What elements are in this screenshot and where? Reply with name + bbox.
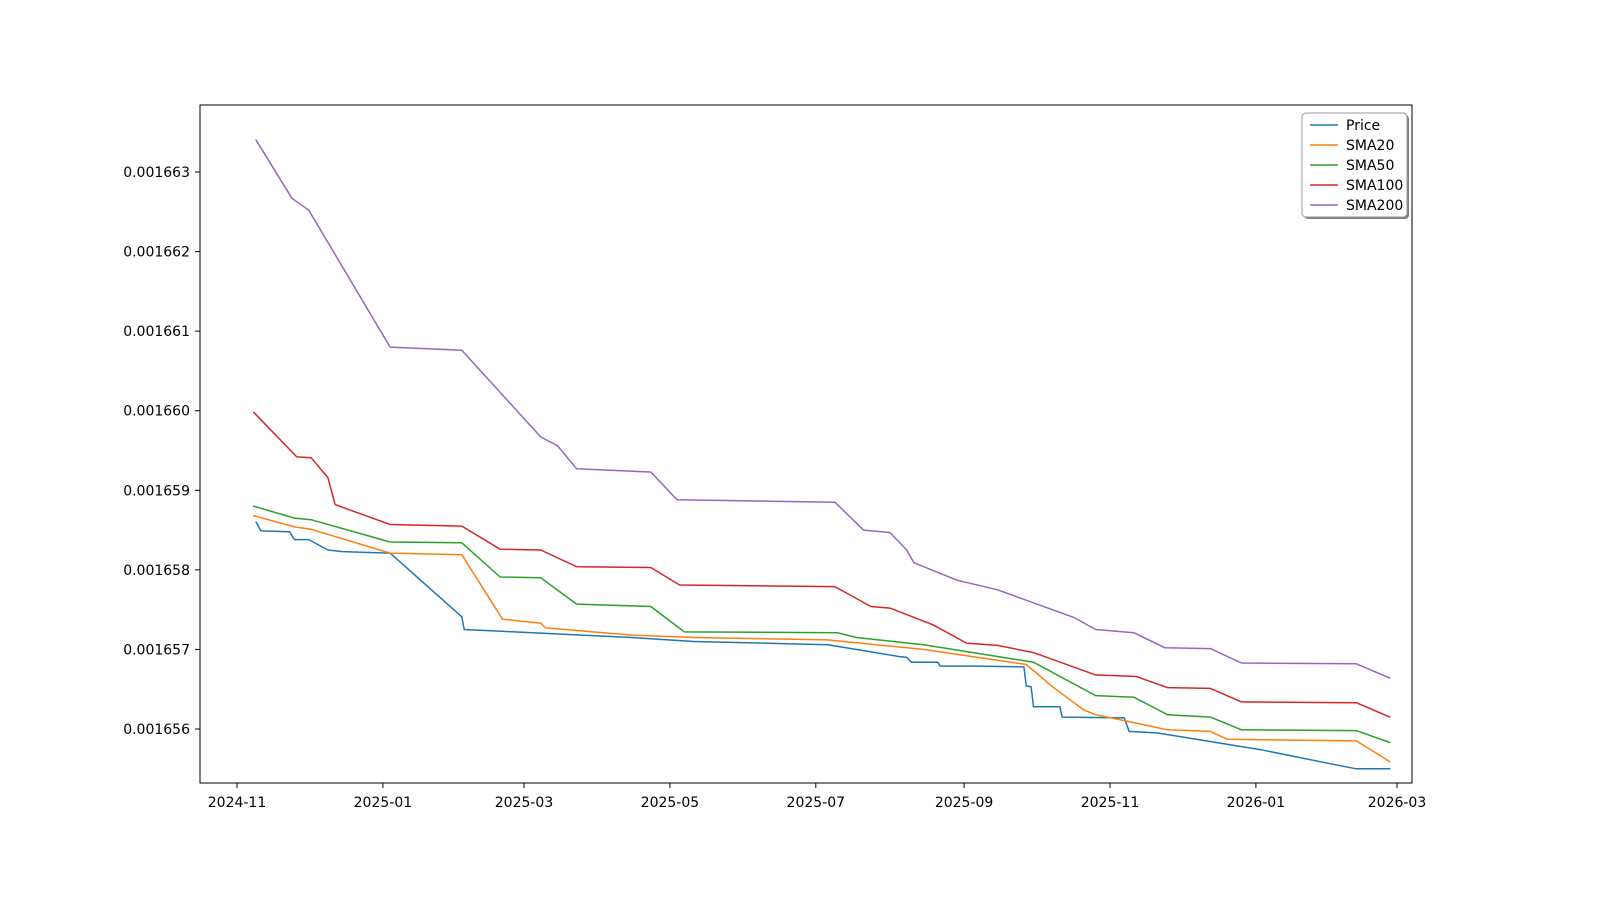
legend-label-price: Price <box>1346 118 1380 134</box>
series-line-sma100 <box>252 411 1391 718</box>
x-tick-label: 2025-07 <box>787 795 846 811</box>
series-line-sma50 <box>252 505 1391 744</box>
legend-label-sma20: SMA20 <box>1346 138 1394 154</box>
y-tick-label: 0.001661 <box>123 324 190 340</box>
series-line-sma200 <box>255 139 1391 679</box>
legend-box <box>1301 112 1408 218</box>
plot-frame <box>199 104 1413 784</box>
y-tick-label: 0.001663 <box>123 165 190 181</box>
y-tick-label: 0.001659 <box>123 483 190 499</box>
x-tick-label: 2026-03 <box>1368 795 1427 811</box>
x-tick-label: 2026-01 <box>1227 795 1286 811</box>
x-tick-label: 2025-11 <box>1081 795 1140 811</box>
x-tick-label: 2025-03 <box>495 795 554 811</box>
legend-label-sma200: SMA200 <box>1346 198 1403 214</box>
x-tick-label: 2025-01 <box>354 795 413 811</box>
y-tick-label: 0.001658 <box>123 563 190 579</box>
x-tick-label: 2025-09 <box>935 795 994 811</box>
legend-label-sma50: SMA50 <box>1346 158 1394 174</box>
legend-label-sma100: SMA100 <box>1346 178 1403 194</box>
y-tick-label: 0.001656 <box>123 722 190 738</box>
series-line-sma20 <box>252 514 1391 763</box>
x-tick-label: 2025-05 <box>641 795 700 811</box>
x-tick-label: 2024-11 <box>208 795 267 811</box>
series-line-price <box>255 521 1391 770</box>
y-tick-label: 0.001660 <box>123 404 190 420</box>
y-tick-label: 0.001657 <box>123 642 190 658</box>
y-tick-label: 0.001662 <box>123 245 190 261</box>
